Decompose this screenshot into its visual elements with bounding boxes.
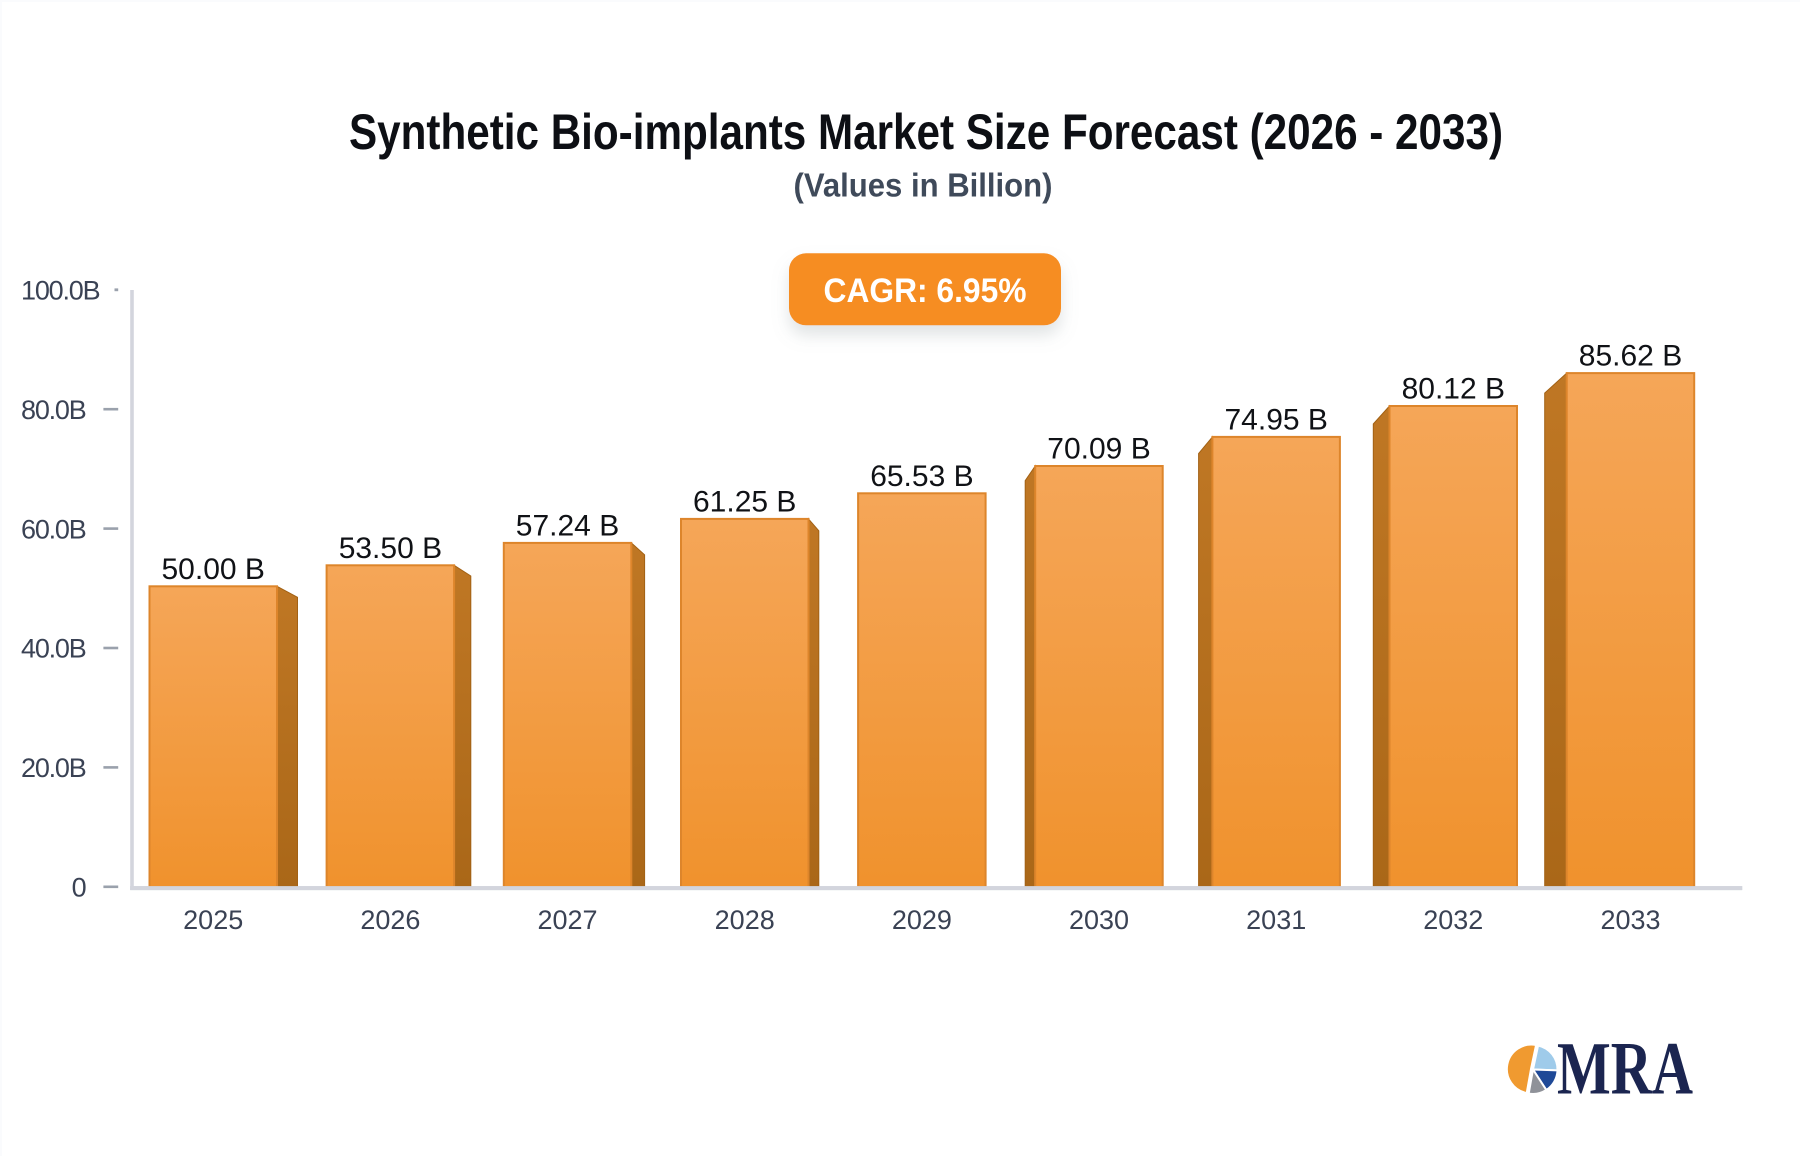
svg-text:CAGR: 6.95%: CAGR: 6.95% [824, 272, 1027, 310]
svg-text:53.50 B: 53.50 B [339, 532, 442, 565]
svg-text:2029: 2029 [892, 905, 952, 935]
svg-text:2031: 2031 [1246, 905, 1306, 935]
svg-text:100.0B: 100.0B [21, 276, 100, 306]
svg-text:2027: 2027 [537, 905, 597, 935]
svg-text:0: 0 [72, 873, 86, 903]
svg-text:57.24 B: 57.24 B [516, 510, 619, 543]
svg-text:65.53 B: 65.53 B [870, 460, 973, 493]
svg-text:2032: 2032 [1423, 905, 1483, 935]
svg-text:20.0B: 20.0B [21, 753, 86, 783]
svg-text:70.09 B: 70.09 B [1047, 433, 1150, 466]
svg-text:85.62 B: 85.62 B [1579, 340, 1682, 373]
svg-text:74.95 B: 74.95 B [1224, 404, 1327, 437]
svg-text:60.0B: 60.0B [21, 514, 86, 544]
svg-text:40.0B: 40.0B [21, 634, 86, 664]
svg-text:Synthetic Bio-implants Market: Synthetic Bio-implants Market Size Forec… [349, 104, 1503, 160]
svg-text:2033: 2033 [1600, 905, 1660, 935]
svg-text:2026: 2026 [360, 905, 420, 935]
svg-text:61.25 B: 61.25 B [693, 486, 796, 519]
svg-text:80.12 B: 80.12 B [1402, 373, 1505, 406]
svg-text:2030: 2030 [1069, 905, 1129, 935]
svg-text:80.0B: 80.0B [21, 395, 86, 425]
svg-text:(Values in Billion): (Values in Billion) [794, 167, 1053, 204]
svg-text:2025: 2025 [183, 905, 243, 935]
svg-text:2028: 2028 [715, 905, 775, 935]
svg-text:50.00 B: 50.00 B [161, 553, 264, 586]
svg-text:MRA: MRA [1557, 1028, 1693, 1111]
